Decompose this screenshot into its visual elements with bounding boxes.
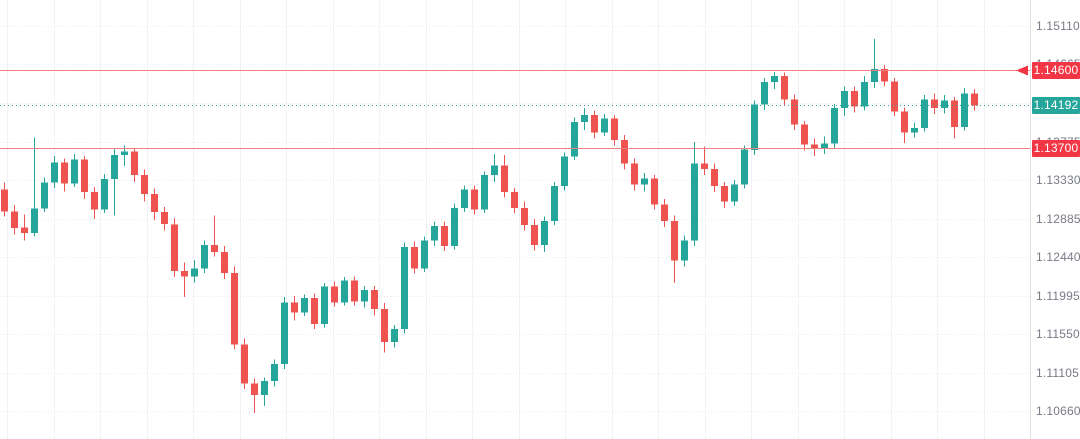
price-axis-tick: 1.12885	[1036, 212, 1080, 226]
price-axis-tick: 1.13330	[1036, 173, 1080, 187]
price-axis-tick: 1.11995	[1036, 289, 1080, 303]
price-axis[interactable]: 1.14600 1.14192 1.13700 1.151101.146651.…	[1030, 0, 1080, 439]
price-axis-tick: 1.15110	[1036, 19, 1080, 33]
price-axis-tick: 1.11105	[1036, 366, 1079, 380]
price-axis-tick: 1.12440	[1036, 250, 1080, 264]
support-price-label: 1.13700	[1032, 140, 1080, 157]
last-price-label: 1.14192	[1032, 97, 1080, 114]
resistance-price-label: 1.14600	[1032, 62, 1080, 79]
price-axis-tick: 1.11550	[1036, 327, 1080, 341]
support-resistance-lines[interactable]	[0, 65, 1030, 149]
price-axis-tick: 1.10660	[1036, 404, 1080, 418]
chart-plot-area[interactable]	[0, 0, 1030, 439]
candles-series	[1, 38, 978, 414]
